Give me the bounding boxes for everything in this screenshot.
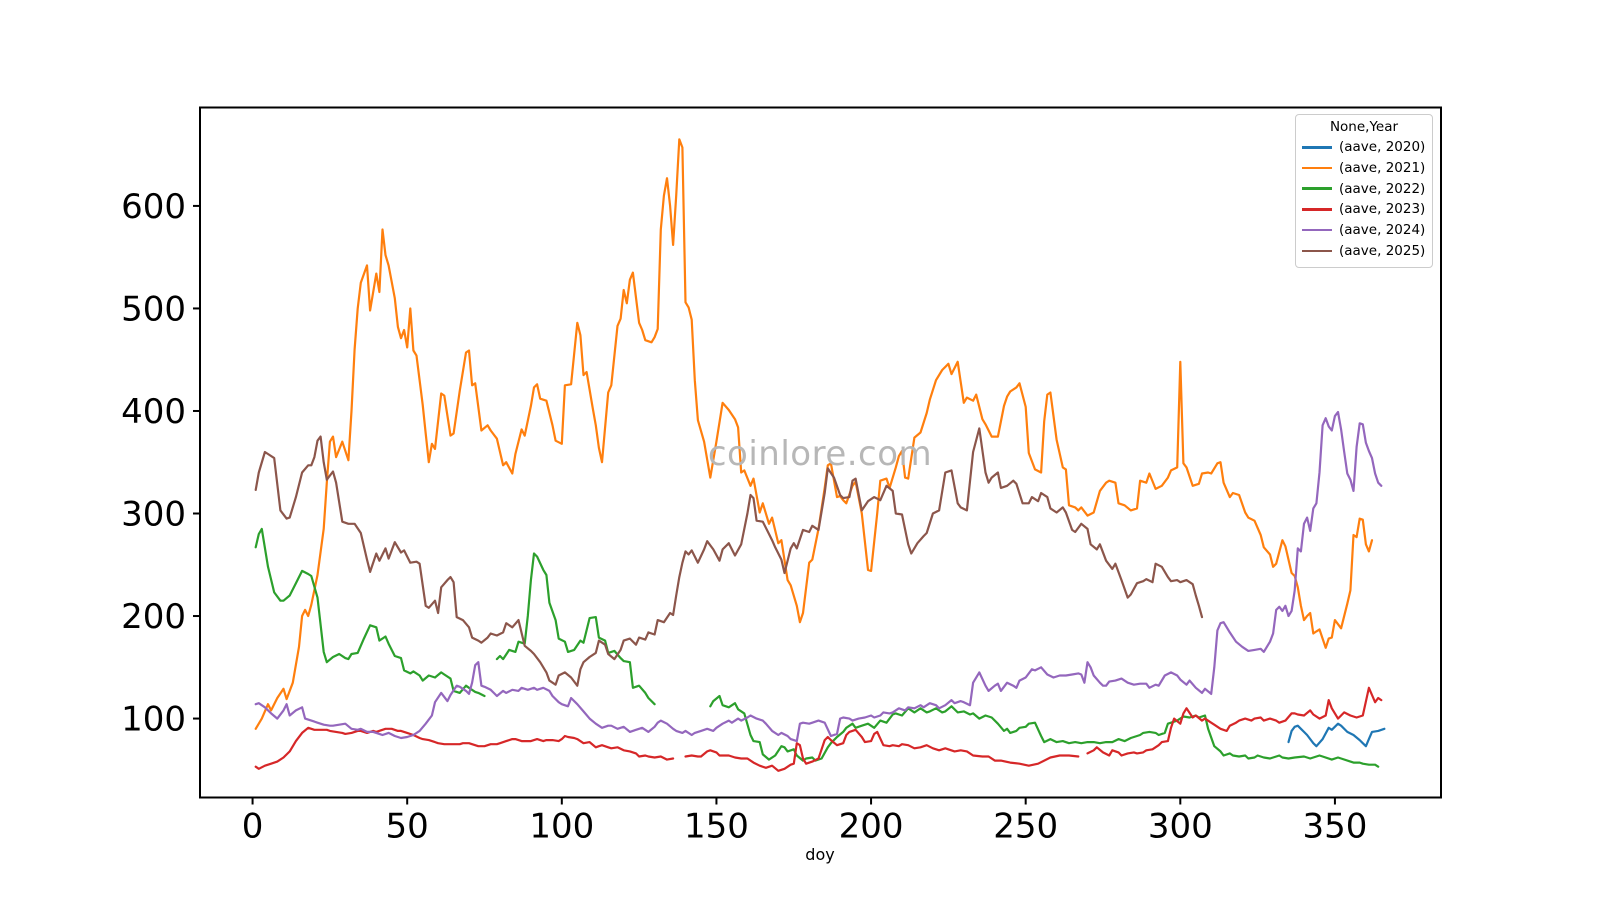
plot-frame bbox=[199, 106, 1442, 799]
watermark: coinlore.com bbox=[707, 434, 933, 474]
legend-swatch-2022 bbox=[1302, 187, 1332, 190]
y-tick-label: 400 bbox=[121, 392, 186, 432]
legend-label-2025: (aave, 2025) bbox=[1339, 242, 1426, 259]
series-line-2022 bbox=[495, 552, 656, 706]
legend-label-2022: (aave, 2022) bbox=[1339, 180, 1426, 197]
x-tick-label: 0 bbox=[242, 807, 264, 847]
y-tick-label: 100 bbox=[121, 700, 186, 740]
legend-items: (aave, 2020) (aave, 2021) (aave, 2022) (aav… bbox=[1302, 137, 1426, 261]
x-tick-label: 150 bbox=[684, 807, 749, 847]
legend-swatch-2024 bbox=[1302, 228, 1332, 232]
series-line-2021 bbox=[254, 138, 1374, 730]
legend-title: None,Year bbox=[1329, 119, 1399, 135]
legend-swatch-2025 bbox=[1302, 249, 1332, 253]
series-line-2020 bbox=[1287, 722, 1386, 748]
legend-label-2020: (aave, 2020) bbox=[1339, 139, 1426, 156]
x-tick-label: 250 bbox=[993, 807, 1058, 847]
series-line-2023 bbox=[254, 726, 675, 770]
x-tick-label: 200 bbox=[839, 807, 904, 847]
x-tick-label: 100 bbox=[529, 807, 594, 847]
legend-item-2024: (aave, 2024) bbox=[1302, 220, 1426, 241]
legend-item-2023: (aave, 2023) bbox=[1302, 199, 1426, 220]
legend: None,Year (aave, 2020) (aave, 2021) (aave,… bbox=[1295, 114, 1433, 269]
y-tick-label: 300 bbox=[121, 495, 186, 535]
x-tick-label: 350 bbox=[1302, 807, 1367, 847]
y-tick-label: 500 bbox=[121, 289, 186, 329]
legend-item-2025: (aave, 2025) bbox=[1302, 240, 1426, 261]
x-tick-label: 50 bbox=[386, 807, 429, 847]
legend-swatch-2020 bbox=[1302, 146, 1332, 149]
legend-swatch-2021 bbox=[1302, 166, 1332, 170]
legend-label-2021: (aave, 2021) bbox=[1339, 160, 1426, 177]
legend-swatch-2023 bbox=[1302, 208, 1332, 211]
series-line-2023 bbox=[1086, 686, 1383, 757]
legend-item-2021: (aave, 2021) bbox=[1302, 158, 1426, 179]
series-line-2023 bbox=[684, 728, 1080, 772]
y-tick-label: 600 bbox=[121, 187, 186, 227]
legend-label-2023: (aave, 2023) bbox=[1339, 201, 1426, 218]
series-line-2025 bbox=[254, 427, 1204, 687]
series-line-2024 bbox=[254, 410, 1383, 743]
x-axis-label: doy bbox=[805, 845, 835, 864]
legend-item-2022: (aave, 2022) bbox=[1302, 178, 1426, 199]
series-line-2022 bbox=[709, 694, 1380, 768]
legend-item-2020: (aave, 2020) bbox=[1302, 137, 1426, 158]
series-line-2022 bbox=[254, 527, 486, 698]
legend-label-2024: (aave, 2024) bbox=[1339, 222, 1426, 239]
x-tick-label: 300 bbox=[1148, 807, 1213, 847]
y-tick-label: 200 bbox=[121, 597, 186, 637]
